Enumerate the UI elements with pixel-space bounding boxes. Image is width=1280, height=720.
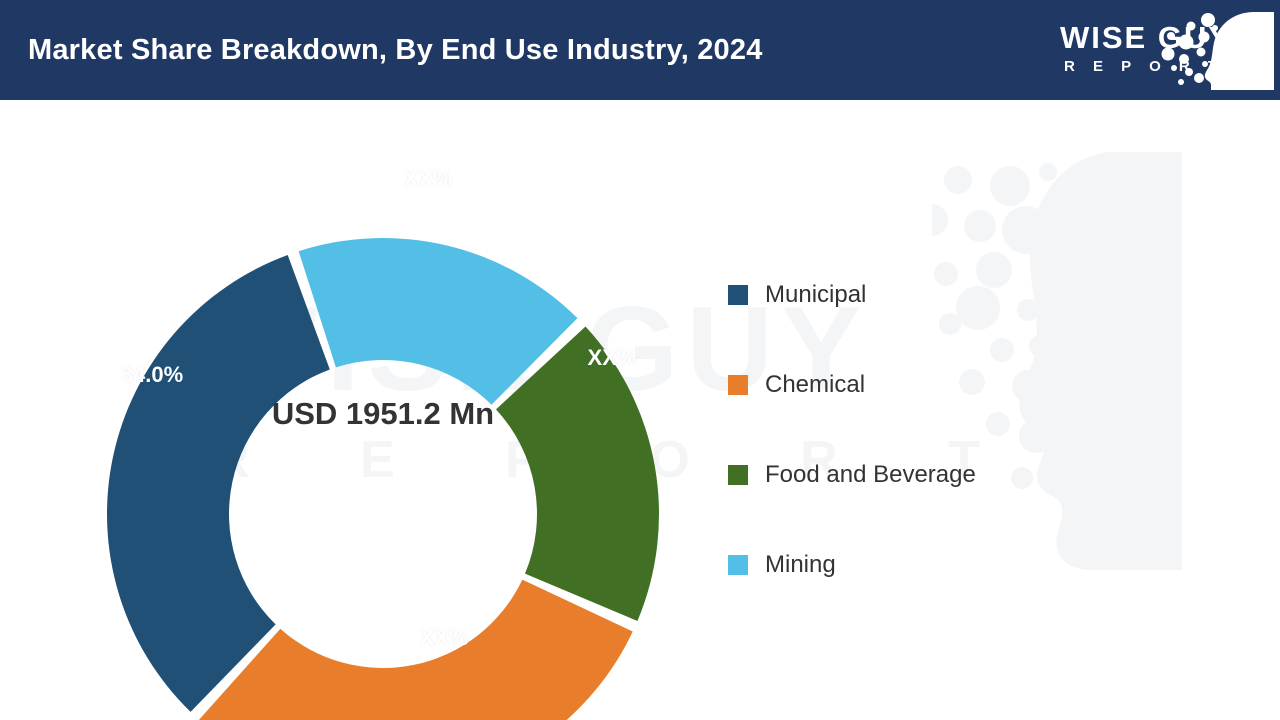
slice-mining-path[interactable] bbox=[298, 237, 578, 405]
legend-item-mining[interactable]: Mining bbox=[728, 520, 1148, 610]
donut-chart: 34.0% XX% XX% XX% USD 1951.2 Mn bbox=[0, 100, 780, 720]
slice-chemical-path[interactable] bbox=[199, 579, 633, 720]
page-title: Market Share Breakdown, By End Use Indus… bbox=[28, 33, 763, 66]
legend-label: Mining bbox=[765, 551, 836, 578]
legend-item-municipal[interactable]: Municipal bbox=[728, 250, 1148, 340]
logo-wordmark-primary: WISE GUY bbox=[1060, 20, 1232, 55]
donut-center-label: USD 1951.2 Mn bbox=[271, 396, 495, 431]
head-profile-dots-icon bbox=[1161, 12, 1274, 90]
legend-label: Municipal bbox=[765, 281, 867, 308]
slice-label-mining: XX% bbox=[403, 166, 453, 191]
slice-food-beverage-path[interactable] bbox=[495, 326, 659, 621]
legend-swatch-icon bbox=[728, 375, 748, 395]
slice-label-chemical: XX% bbox=[419, 625, 469, 650]
legend-label: Food and Beverage bbox=[765, 461, 976, 488]
chart-stage: WISE GUY R E P O R T S bbox=[0, 100, 1280, 720]
watermark-wordmark-secondary: R E P O R T S bbox=[212, 431, 1174, 489]
logo-wordmark-secondary: R E P O R T S bbox=[1064, 58, 1253, 75]
watermark-head-profile-dots-icon bbox=[932, 152, 1182, 570]
slice-municipal-path[interactable] bbox=[106, 254, 330, 712]
brand-logo: WISE GUY R E P O R T S bbox=[1058, 6, 1274, 94]
slice-label-municipal: 34.0% bbox=[120, 362, 184, 387]
page-header: Market Share Breakdown, By End Use Indus… bbox=[0, 0, 1280, 100]
legend-label: Chemical bbox=[765, 371, 866, 398]
legend-item-food-and-beverage[interactable]: Food and Beverage bbox=[728, 430, 1148, 520]
legend-swatch-icon bbox=[728, 555, 748, 575]
legend-item-chemical[interactable]: Chemical bbox=[728, 340, 1148, 430]
donut-slices-svg bbox=[106, 237, 659, 720]
chart-legend: Municipal Chemical Food and Beverage Min… bbox=[728, 250, 1148, 610]
legend-swatch-icon bbox=[728, 285, 748, 305]
legend-swatch-icon bbox=[728, 465, 748, 485]
slice-label-food-beverage: XX% bbox=[587, 345, 637, 370]
